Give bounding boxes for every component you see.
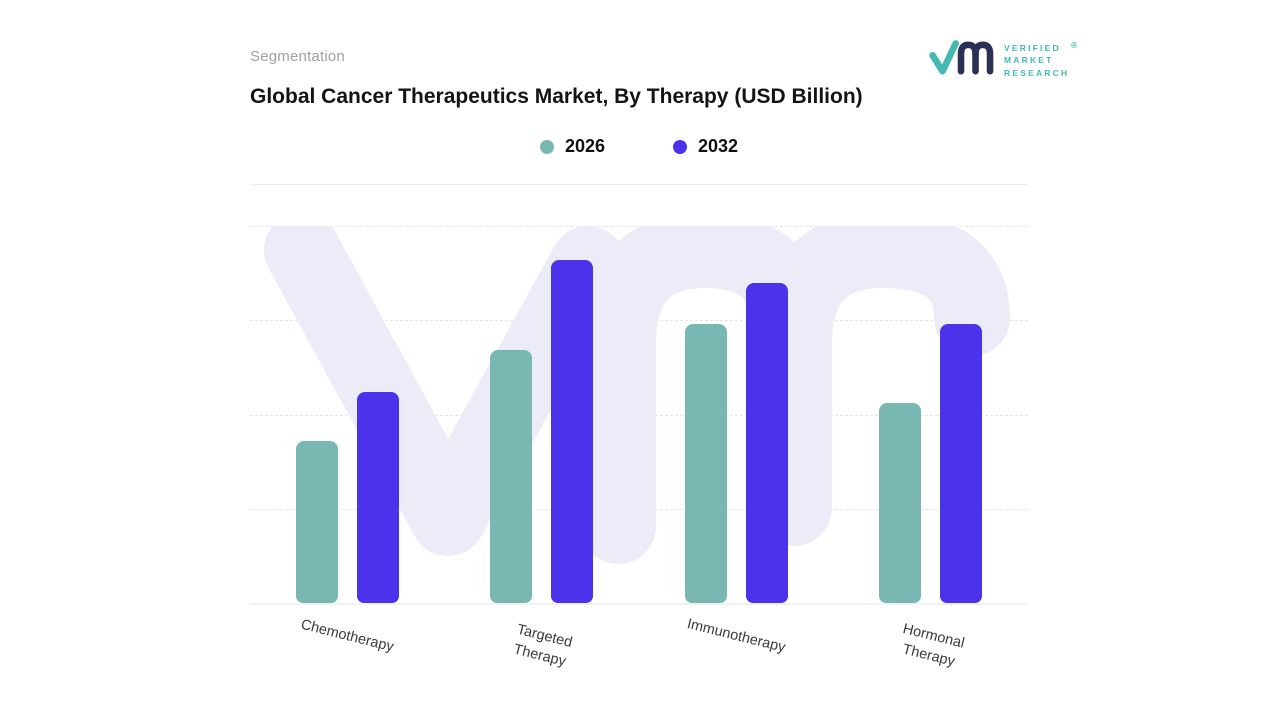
x-axis-label-immunotherapy: Immunotherapy xyxy=(685,616,788,656)
bar-group-hormonal-therapy: Hormonal Therapy xyxy=(879,226,983,669)
bar-2026-chemotherapy xyxy=(295,440,338,603)
logo-line-verified: VERIFIED xyxy=(1004,43,1061,54)
bar-groups: Chemotherapy Targeted Therapy Immunotherap… xyxy=(250,226,1028,669)
vmr-watermark xyxy=(264,226,1010,564)
vmr-logo[interactable]: VERIFIED MARKET RESEARCH ® xyxy=(928,36,1077,85)
header-divider xyxy=(250,184,1028,185)
bar-group-chemotherapy: Chemotherapy xyxy=(295,226,399,655)
legend-label-2032: 2032 xyxy=(698,136,739,156)
bar-2026-immunotherapy xyxy=(684,324,727,603)
gridline xyxy=(250,226,1028,227)
bar-2032-immunotherapy xyxy=(745,282,788,603)
plot-area: Chemotherapy Targeted Therapy Immunotherap… xyxy=(250,226,1028,669)
bar-2026-hormonal-therapy xyxy=(879,403,922,603)
legend-item-2032[interactable]: 2032 xyxy=(673,136,738,157)
chart-title: Global Cancer Therapeutics Market, By Th… xyxy=(250,85,863,108)
legend-label-2026: 2026 xyxy=(564,136,605,156)
legend-item-2026[interactable]: 2026 xyxy=(539,136,605,157)
legend-swatch-2032 xyxy=(673,139,687,154)
chart-legend: 2026 2032 xyxy=(250,136,1028,157)
bar-2032-chemotherapy xyxy=(356,391,399,603)
x-axis-label-hormonal-therapy: Hormonal Therapy xyxy=(900,620,966,670)
x-axis-label-targeted-therapy: Targeted Therapy xyxy=(511,621,574,670)
bar-2026-targeted-therapy xyxy=(490,350,533,603)
vmr-logo-mark-icon xyxy=(928,36,994,85)
vmr-logo-text: VERIFIED MARKET RESEARCH ® xyxy=(1004,40,1077,79)
registered-trademark-icon: ® xyxy=(1070,40,1080,51)
legend-swatch-2026 xyxy=(539,139,554,154)
bar-group-targeted-therapy: Targeted Therapy xyxy=(490,226,594,669)
logo-line-research: RESEARCH xyxy=(1004,67,1070,78)
logo-line-market: MARKET xyxy=(1004,55,1054,66)
bar-2032-targeted-therapy xyxy=(551,259,594,603)
bar-2032-hormonal-therapy xyxy=(940,324,983,603)
section-label: Segmentation xyxy=(250,48,345,65)
x-axis-label-chemotherapy: Chemotherapy xyxy=(299,616,396,656)
bar-group-immunotherapy: Immunotherapy xyxy=(684,226,788,656)
